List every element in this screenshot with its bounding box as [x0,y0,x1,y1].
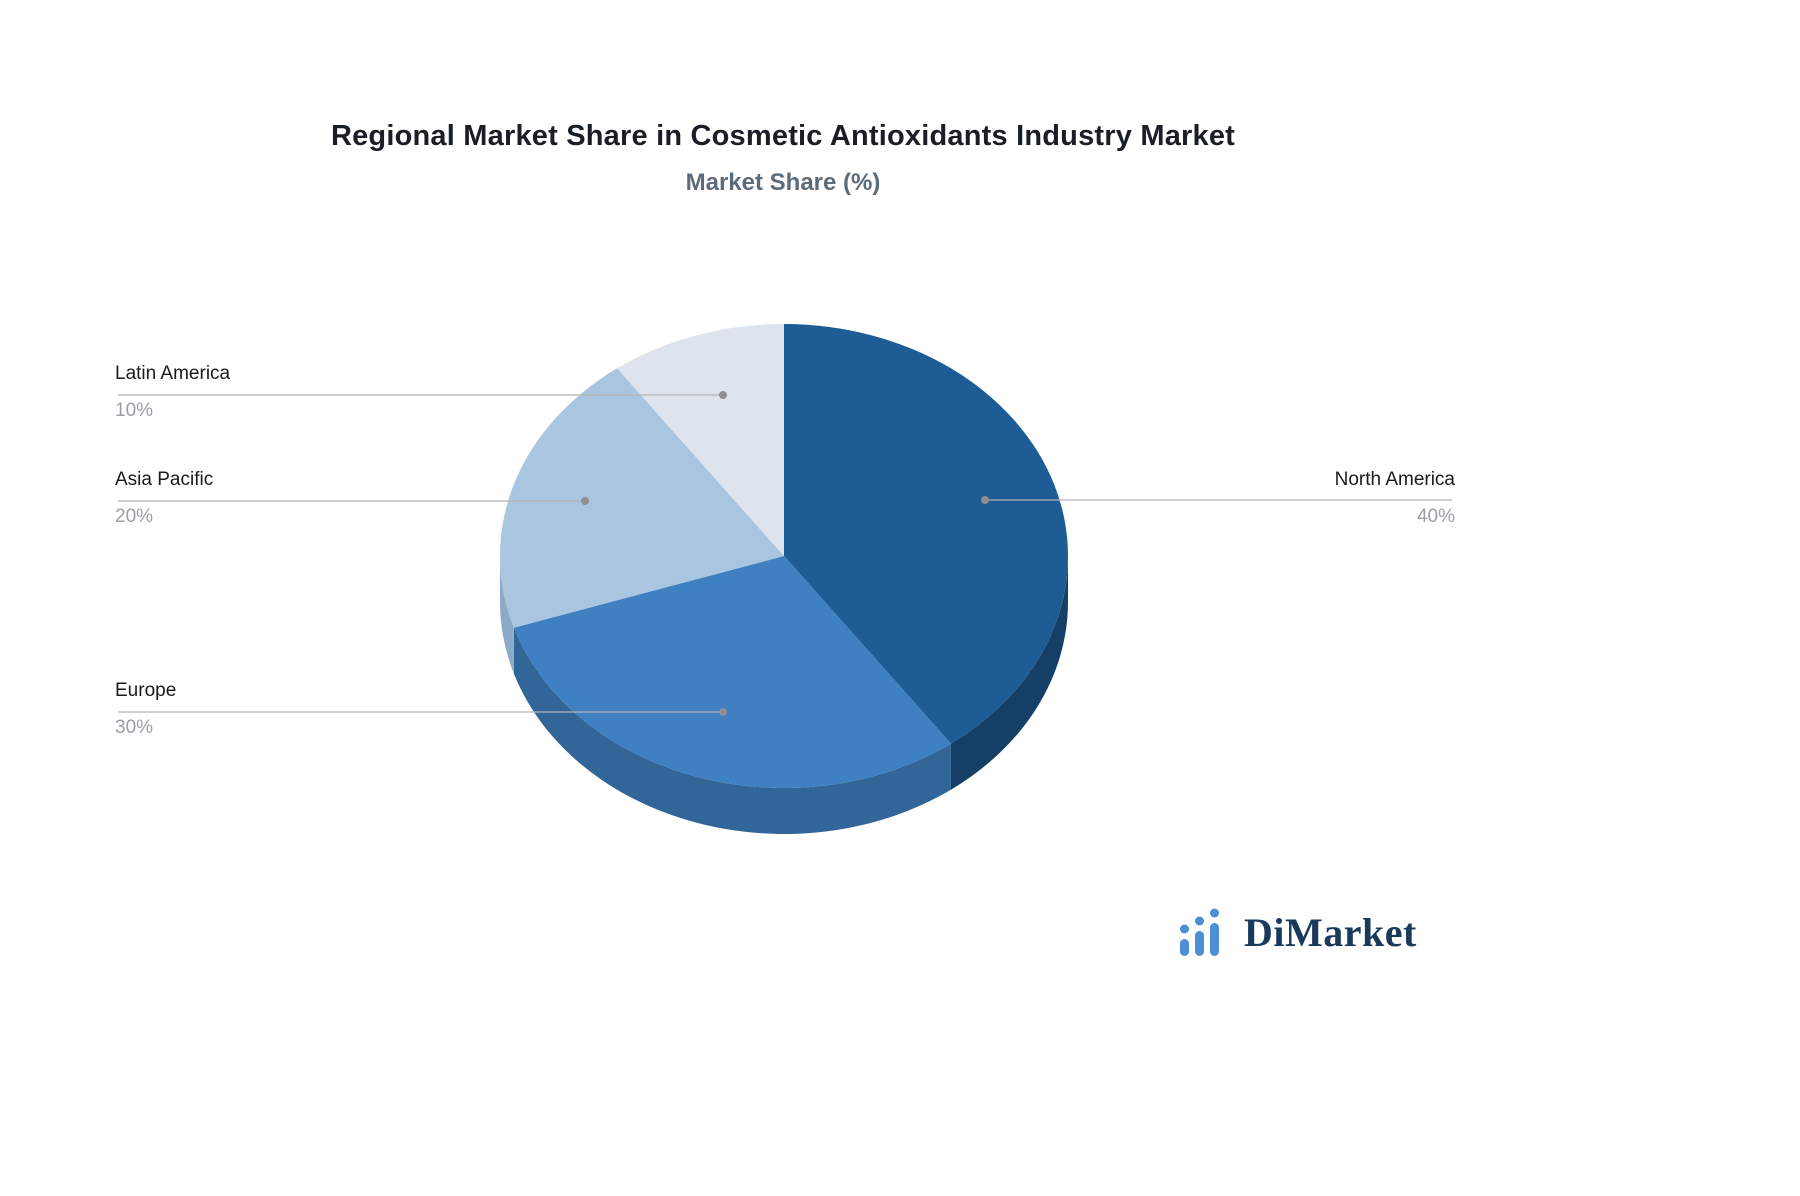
callout-latin-america: Latin America 10% [115,363,230,422]
pie-slice-asia-pacific[interactable] [500,368,784,628]
callout-asia-pacific: Asia Pacific 20% [115,469,213,528]
pie-slice-north-america[interactable] [784,324,1068,744]
pie-slice-latin-america[interactable] [617,324,784,556]
slice-value-latin-america: 10% [115,400,154,421]
slice-value-asia-pacific: 20% [115,506,154,527]
leader-dot-north-america [981,496,989,504]
slice-value-europe: 30% [115,717,154,738]
chart-subtitle: Market Share (%) [685,169,881,196]
logo-text: DiMarket [1244,909,1417,955]
pie-slice-side-asia-pacific [500,556,514,674]
callout-europe: Europe 30% [115,680,176,739]
dimarket-logo: DiMarket [1180,903,1417,961]
slice-label-asia-pacific: Asia Pacific [115,469,214,490]
leader-dot-asia-pacific [581,497,589,505]
pie-slice-europe[interactable] [513,556,951,788]
pie-slice-side-north-america [950,556,1068,790]
callout-north-america: North America 40% [1095,469,1455,528]
bar-chart-logo-icon [1180,908,1219,956]
slice-value-north-america: 40% [1416,506,1455,527]
slice-label-latin-america: Latin America [115,363,231,384]
leader-dot-europe [719,708,727,716]
slice-label-europe: Europe [115,680,177,701]
chart-title: Regional Market Share in Cosmetic Antiox… [330,120,1236,152]
pie-slice-side-europe [513,627,951,834]
slice-label-north-america: North America [1334,469,1455,490]
leader-dot-latin-america [719,391,727,399]
